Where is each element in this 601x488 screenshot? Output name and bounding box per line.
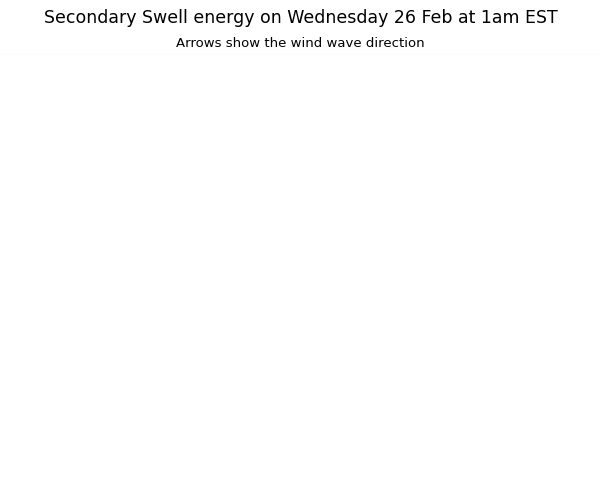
Text: Arrows show the wind wave direction: Arrows show the wind wave direction bbox=[176, 37, 425, 50]
Text: Secondary Swell energy on Wednesday 26 Feb at 1am EST: Secondary Swell energy on Wednesday 26 F… bbox=[44, 9, 557, 27]
Text: Install cartopy for map rendering: Install cartopy for map rendering bbox=[186, 265, 415, 279]
